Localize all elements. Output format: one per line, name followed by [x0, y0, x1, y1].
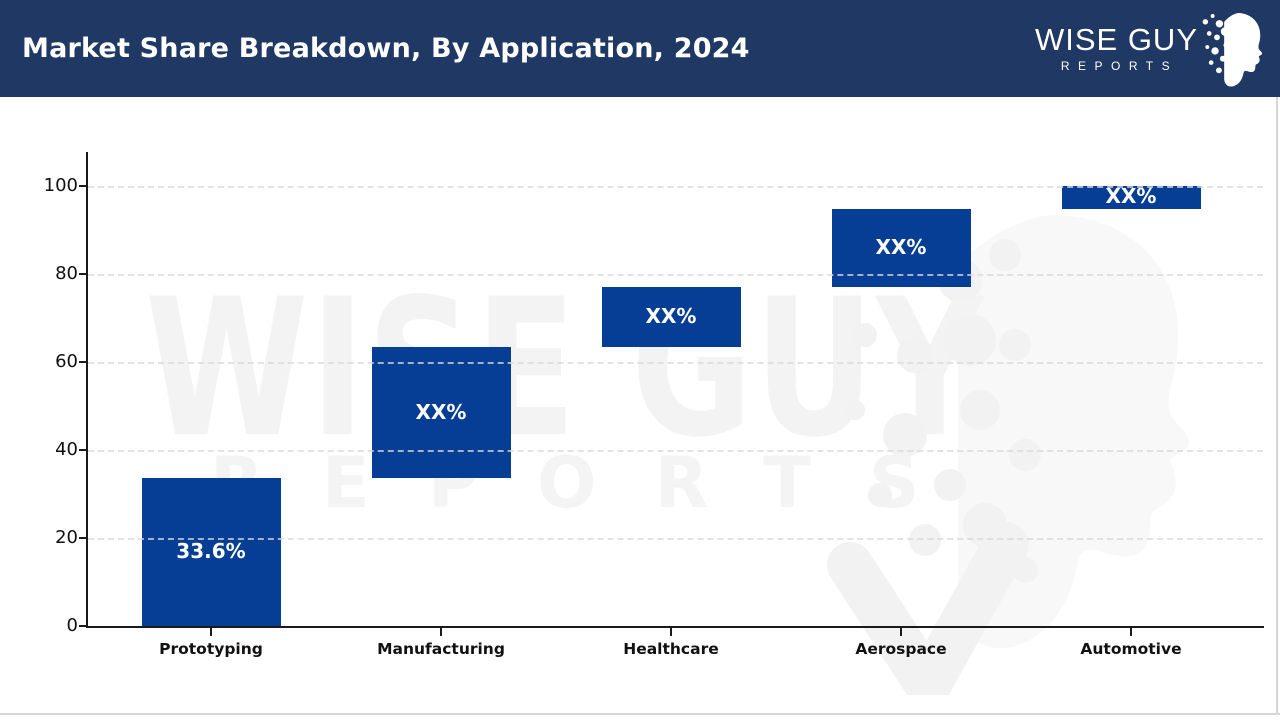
x-axis-label-manufacturing: Manufacturing	[377, 640, 505, 658]
gridline-20	[88, 538, 1263, 540]
y-tick-mark	[79, 537, 87, 539]
x-tick-mark	[210, 628, 212, 636]
bar-healthcare	[601, 287, 741, 348]
bar-value-label: XX%	[645, 304, 697, 329]
x-axis-label-prototyping: Prototyping	[159, 640, 263, 658]
brand-logo: WISE GUY REPORTS	[1035, 0, 1266, 97]
x-axis-spine	[86, 626, 1264, 628]
frame-bottom-border	[0, 713, 1280, 715]
y-tick-mark	[79, 361, 87, 363]
brand-face-icon	[1202, 12, 1263, 87]
x-axis-label-automotive: Automotive	[1080, 640, 1182, 658]
y-tick-mark	[79, 185, 87, 187]
y-tick-label: 40	[55, 439, 78, 460]
y-tick-label: 100	[43, 175, 78, 196]
brand-logo-text: WISE GUY REPORTS	[1035, 24, 1198, 73]
x-axis-label-healthcare: Healthcare	[623, 640, 719, 658]
x-tick-mark	[670, 628, 672, 636]
y-tick-label: 20	[55, 527, 78, 548]
x-tick-mark	[1130, 628, 1132, 636]
y-tick-label: 60	[55, 351, 78, 372]
bar-value-label: XX%	[415, 399, 467, 424]
brand-wordmark: WISE GUY	[1034, 22, 1198, 58]
frame-right-border	[1276, 97, 1278, 715]
bar-value-label: 33.6%	[176, 539, 246, 564]
page-title: Market Share Breakdown, By Application, …	[22, 33, 750, 64]
bar-manufacturing	[371, 347, 511, 479]
brand-reports-text: REPORTS	[1060, 58, 1179, 73]
x-tick-mark	[900, 628, 902, 636]
gridline-40	[88, 450, 1263, 452]
gridline-100	[88, 186, 1263, 188]
bar-automotive	[1061, 186, 1201, 209]
y-tick-label: 0	[66, 615, 78, 636]
bar-value-label: XX%	[1105, 184, 1157, 209]
x-tick-mark	[440, 628, 442, 636]
y-tick-label: 80	[55, 263, 78, 284]
gridline-60	[88, 362, 1263, 364]
x-axis-label-aerospace: Aerospace	[855, 640, 947, 658]
header-bar: Market Share Breakdown, By Application, …	[0, 0, 1280, 97]
bar-value-label: XX%	[875, 235, 927, 260]
y-tick-mark	[79, 273, 87, 275]
y-axis-spine	[86, 152, 88, 628]
gridline-80	[88, 274, 1263, 276]
y-tick-mark	[79, 449, 87, 451]
y-tick-mark	[79, 625, 87, 627]
bar-prototyping	[141, 478, 281, 626]
